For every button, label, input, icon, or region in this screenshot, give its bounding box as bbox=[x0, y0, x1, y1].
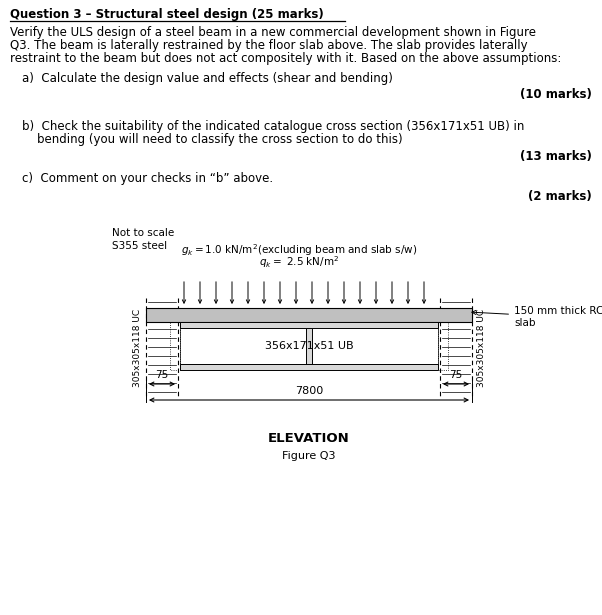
Text: Figure Q3: Figure Q3 bbox=[282, 451, 336, 461]
Text: 150 mm thick RC
slab: 150 mm thick RC slab bbox=[472, 306, 602, 328]
Text: ELEVATION: ELEVATION bbox=[268, 432, 350, 445]
Text: bending (you will need to classify the cross section to do this): bending (you will need to classify the c… bbox=[22, 133, 403, 146]
Bar bbox=[438, 322, 448, 370]
Text: Question 3 – Structural steel design (25 marks): Question 3 – Structural steel design (25… bbox=[10, 8, 324, 21]
Bar bbox=[180, 322, 438, 328]
Bar bbox=[146, 308, 472, 322]
Text: 75: 75 bbox=[155, 370, 169, 380]
Text: 305x305x118 UC: 305x305x118 UC bbox=[477, 309, 485, 387]
Text: b)  Check the suitability of the indicated catalogue cross section (356x171x51 U: b) Check the suitability of the indicate… bbox=[22, 120, 524, 133]
Text: c)  Comment on your checks in “b” above.: c) Comment on your checks in “b” above. bbox=[22, 172, 273, 185]
Text: (10 marks): (10 marks) bbox=[520, 88, 592, 101]
Text: $q_k =$ 2.5 kN/m$^2$: $q_k =$ 2.5 kN/m$^2$ bbox=[259, 254, 339, 270]
Bar bbox=[170, 322, 180, 370]
Text: Verify the ULS design of a steel beam in a new commercial development shown in F: Verify the ULS design of a steel beam in… bbox=[10, 26, 536, 39]
Text: 356x171x51 UB: 356x171x51 UB bbox=[265, 341, 353, 351]
Text: 305x305x118 UC: 305x305x118 UC bbox=[132, 309, 141, 387]
Text: S355 steel: S355 steel bbox=[112, 241, 167, 251]
Text: $g_k = 1.0$ kN/m$^2$(excluding beam and slab s/w): $g_k = 1.0$ kN/m$^2$(excluding beam and … bbox=[181, 242, 417, 258]
Text: Q3. The beam is laterally restrained by the floor slab above. The slab provides : Q3. The beam is laterally restrained by … bbox=[10, 39, 527, 52]
Text: (13 marks): (13 marks) bbox=[520, 150, 592, 163]
Text: restraint to the beam but does not act compositely with it. Based on the above a: restraint to the beam but does not act c… bbox=[10, 52, 562, 65]
Bar bbox=[180, 364, 438, 370]
Bar bbox=[306, 328, 312, 364]
Text: a)  Calculate the design value and effects (shear and bending): a) Calculate the design value and effect… bbox=[22, 72, 393, 85]
Text: 7800: 7800 bbox=[295, 386, 323, 396]
Text: Not to scale: Not to scale bbox=[112, 228, 174, 238]
Text: (2 marks): (2 marks) bbox=[528, 190, 592, 203]
Text: 75: 75 bbox=[449, 370, 462, 380]
